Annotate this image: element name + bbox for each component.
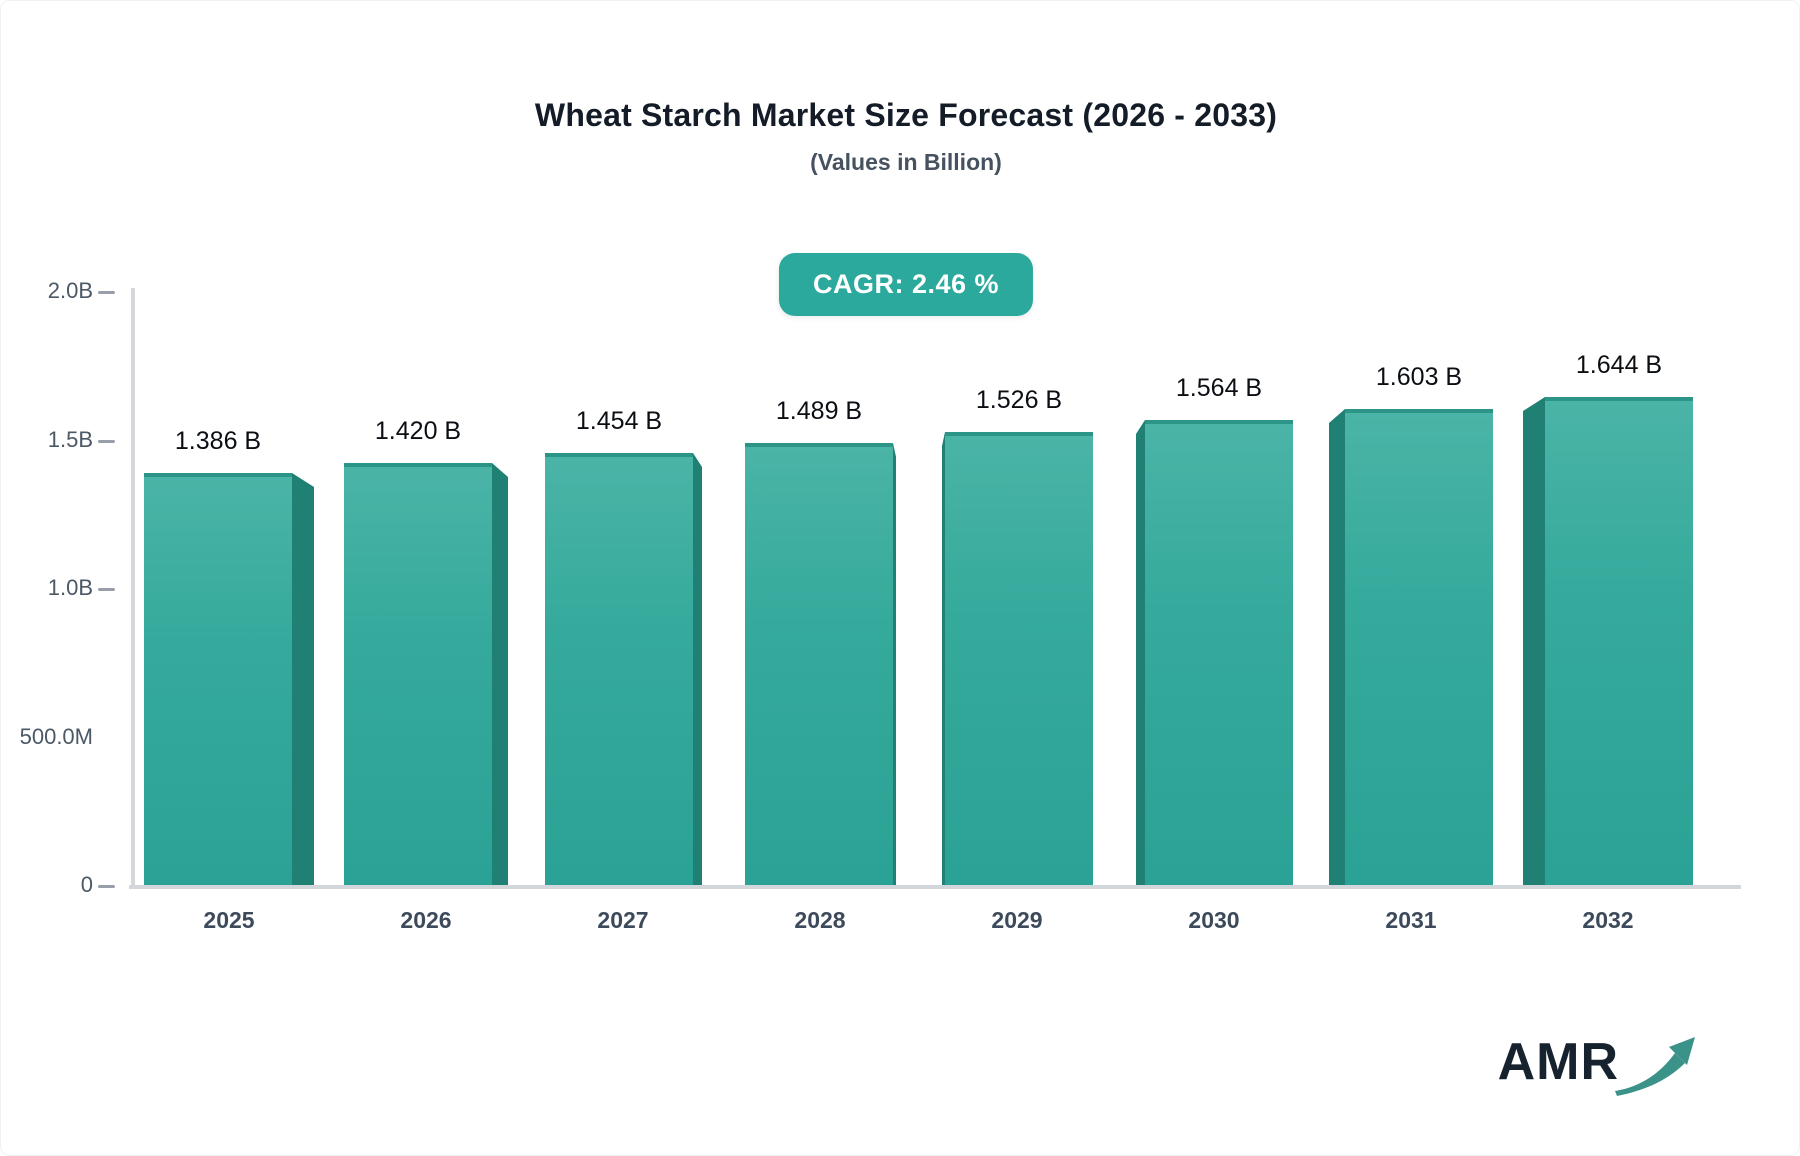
bar-front-2026	[344, 463, 492, 885]
bar-side-2031	[1329, 409, 1345, 885]
growth-arrow-icon	[1615, 1037, 1695, 1096]
brand-logo-text: AMR	[1497, 1033, 1619, 1091]
bar-value-label: 1.564 B	[1175, 374, 1263, 402]
chart-subtitle: (Values in Billion)	[810, 149, 1002, 175]
x-axis-label-2026: 2026	[400, 907, 452, 933]
bar-side-2026	[492, 463, 508, 885]
bar-side-2028	[893, 443, 896, 885]
x-axis-label-2030: 2030	[1188, 907, 1240, 933]
x-axis-line	[129, 885, 1741, 889]
bar-value-label: 1.644 B	[1575, 351, 1663, 379]
bar-value-label: 1.454 B	[575, 407, 663, 435]
y-tick-label: 2.0B	[47, 278, 93, 303]
x-axis-label-2029: 2029	[991, 907, 1043, 933]
brand-logo: AMR	[1498, 1023, 1699, 1101]
bar-front-2029	[945, 432, 1093, 885]
bar-front-2031	[1345, 409, 1493, 885]
bar-value-label: 1.603 B	[1375, 363, 1463, 391]
y-tick-dash	[98, 291, 115, 294]
x-axis-label-2032: 2032	[1582, 907, 1634, 933]
bar-side-2030	[1136, 420, 1145, 885]
bar-value-label: 1.420 B	[374, 417, 462, 445]
y-tick-label: 500.0M	[19, 723, 93, 749]
x-axis-label-2027: 2027	[597, 907, 649, 933]
bar-side-2029	[942, 432, 945, 885]
bar-side-2032	[1523, 397, 1545, 885]
chart-title: Wheat Starch Market Size Forecast (2026 …	[534, 97, 1278, 133]
bar-value-label: 1.386 B	[174, 427, 262, 455]
cagr-badge: CAGR: 2.46 %	[778, 253, 1034, 316]
bar-front-2030	[1145, 420, 1293, 885]
bar-front-2025	[144, 473, 292, 885]
bar-side-2025	[292, 473, 314, 885]
y-axis-line	[131, 288, 135, 889]
y-tick-dash	[98, 439, 115, 443]
y-tick-dash	[98, 588, 115, 591]
bar-value-label: 1.489 B	[775, 397, 863, 425]
bar-front-2027	[545, 453, 693, 885]
y-tick-label: 1.5B	[47, 426, 93, 452]
y-tick-dash	[98, 885, 115, 888]
x-axis-label-2025: 2025	[203, 907, 255, 933]
bar-front-2028	[745, 443, 893, 885]
bar-front-2032	[1545, 397, 1693, 885]
x-axis-label-2031: 2031	[1385, 907, 1437, 933]
x-axis-label-2028: 2028	[794, 907, 846, 933]
y-tick-label: 1.0B	[47, 575, 93, 600]
y-tick-label: 0	[80, 872, 93, 897]
bar-side-2027	[693, 453, 702, 885]
bar-value-label: 1.526 B	[975, 386, 1063, 414]
